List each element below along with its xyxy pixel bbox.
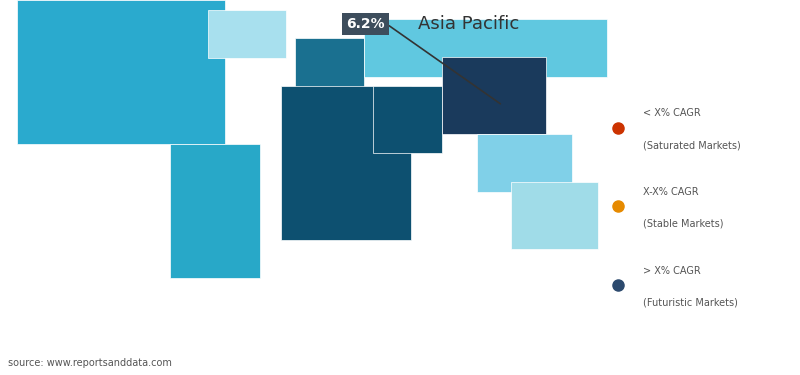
Bar	[18, 0, 226, 144]
Text: > X% CAGR: > X% CAGR	[642, 266, 700, 276]
Text: < X% CAGR: < X% CAGR	[642, 108, 700, 118]
Bar	[511, 182, 598, 249]
Bar	[170, 144, 260, 278]
Bar	[442, 57, 546, 134]
Bar	[364, 19, 606, 76]
Bar	[281, 86, 411, 240]
Bar	[373, 86, 442, 153]
Bar	[294, 38, 364, 105]
Text: Asia Pacific: Asia Pacific	[418, 15, 519, 33]
Bar	[208, 10, 286, 57]
Text: (Saturated Markets): (Saturated Markets)	[642, 140, 740, 150]
Bar	[477, 134, 572, 192]
Text: (Futuristic Markets): (Futuristic Markets)	[642, 297, 738, 307]
Text: 6.2%: 6.2%	[346, 17, 384, 31]
Text: source: www.reportsanddata.com: source: www.reportsanddata.com	[8, 357, 172, 368]
Text: (Stable Markets): (Stable Markets)	[642, 219, 723, 229]
Text: X-X% CAGR: X-X% CAGR	[642, 187, 698, 197]
